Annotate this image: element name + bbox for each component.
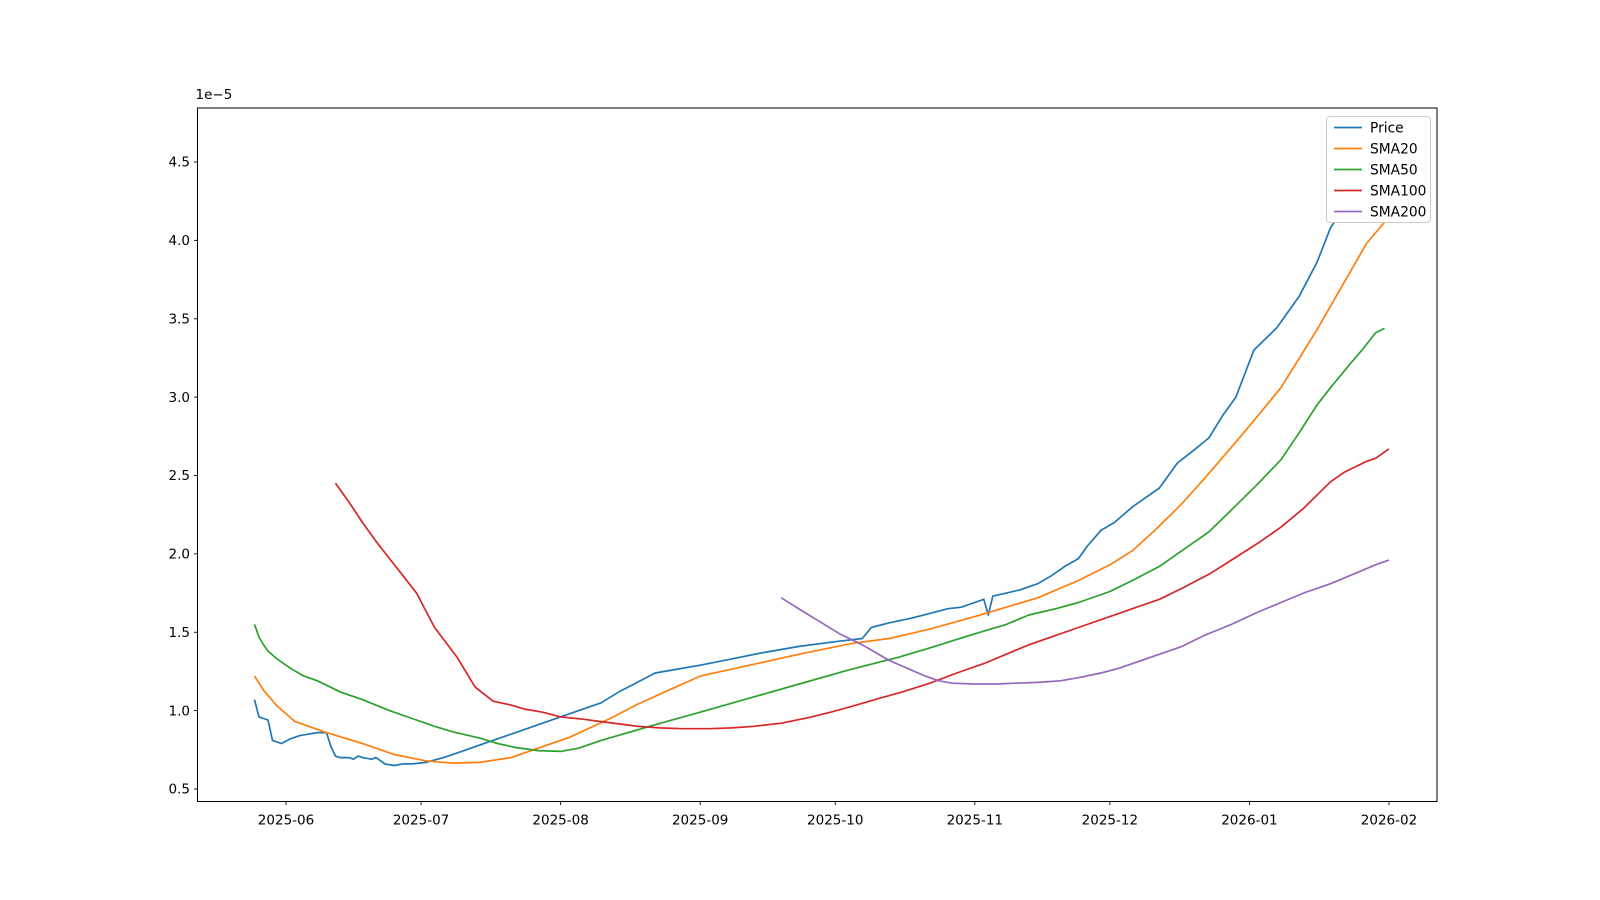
legend-label-sma20: SMA20 xyxy=(1370,141,1418,157)
legend: Price SMA20 SMA50 SMA100 SMA200 xyxy=(1326,116,1431,223)
x-tick-label: 2025-07 xyxy=(393,813,449,829)
legend-label-price: Price xyxy=(1370,120,1404,136)
y-tick-label: 1.0 xyxy=(169,703,190,719)
y-tick-label: 4.5 xyxy=(169,155,190,171)
sma100-line xyxy=(334,448,1390,730)
x-tick-label: 2025-08 xyxy=(532,813,588,829)
sma50-line xyxy=(253,327,1385,753)
x-tick-label: 2026-01 xyxy=(1221,813,1277,829)
legend-label-sma50: SMA50 xyxy=(1370,162,1418,178)
y-tick-label: 3.0 xyxy=(169,390,190,406)
y-tick-label: 4.0 xyxy=(169,233,190,249)
legend-box xyxy=(1326,116,1431,223)
sma20-line xyxy=(253,216,1390,764)
legend-label-sma100: SMA100 xyxy=(1370,183,1426,199)
y-tick-label: 3.5 xyxy=(169,311,190,327)
plot-frame xyxy=(197,107,1438,802)
legend-label-sma200: SMA200 xyxy=(1370,204,1426,220)
x-tick-label: 2025-09 xyxy=(672,813,728,829)
x-tick-label: 2026-02 xyxy=(1361,813,1417,829)
x-tick-label: 2025-06 xyxy=(258,813,314,829)
price-line xyxy=(253,139,1390,767)
y-tick-label: 2.0 xyxy=(169,547,190,563)
sma200-line xyxy=(780,559,1390,685)
y-tick-label: 1.5 xyxy=(169,625,190,641)
y-tick-label: 2.5 xyxy=(169,468,190,484)
x-tick-label: 2025-10 xyxy=(807,813,863,829)
axis-offset-label: 1e−5 xyxy=(196,87,233,103)
y-tick-label: 0.5 xyxy=(169,782,190,798)
x-tick-label: 2025-11 xyxy=(947,813,1003,829)
x-tick-label: 2025-12 xyxy=(1082,813,1138,829)
